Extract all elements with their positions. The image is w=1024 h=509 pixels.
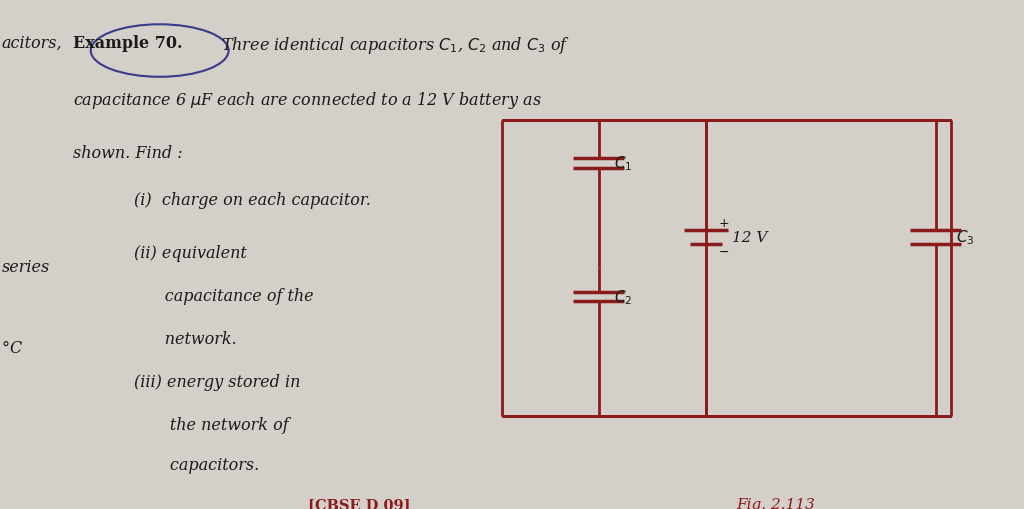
- Text: $C_2$: $C_2$: [614, 288, 633, 306]
- Text: (ii) equivalent: (ii) equivalent: [134, 244, 247, 262]
- Text: the network of: the network of: [134, 416, 289, 433]
- Text: Fig. 2.113: Fig. 2.113: [736, 497, 815, 509]
- Text: +: +: [718, 216, 729, 230]
- Text: −: −: [718, 245, 729, 258]
- Text: capacitors.: capacitors.: [134, 457, 259, 473]
- Text: acitors,: acitors,: [1, 35, 62, 52]
- Text: 12 V: 12 V: [731, 230, 767, 244]
- Text: shown. Find :: shown. Find :: [73, 145, 182, 161]
- Text: [CBSE D 09]: [CBSE D 09]: [308, 497, 411, 509]
- Text: Example 70.: Example 70.: [73, 35, 182, 52]
- Text: capacitance 6 $\mu$F each are connected to a 12 V battery as: capacitance 6 $\mu$F each are connected …: [73, 90, 542, 110]
- Text: (i)  charge on each capacitor.: (i) charge on each capacitor.: [134, 192, 371, 209]
- Text: network.: network.: [134, 330, 237, 347]
- Text: $\degree$C: $\degree$C: [1, 340, 24, 357]
- Text: Three identical capacitors $C_1$, $C_2$ and $C_3$ of: Three identical capacitors $C_1$, $C_2$ …: [221, 35, 570, 55]
- Text: capacitance of the: capacitance of the: [134, 288, 313, 304]
- Text: series: series: [1, 259, 49, 276]
- Text: $C_1$: $C_1$: [614, 154, 633, 173]
- Text: (iii) energy stored in: (iii) energy stored in: [134, 373, 300, 390]
- Text: $C_3$: $C_3$: [956, 228, 975, 247]
